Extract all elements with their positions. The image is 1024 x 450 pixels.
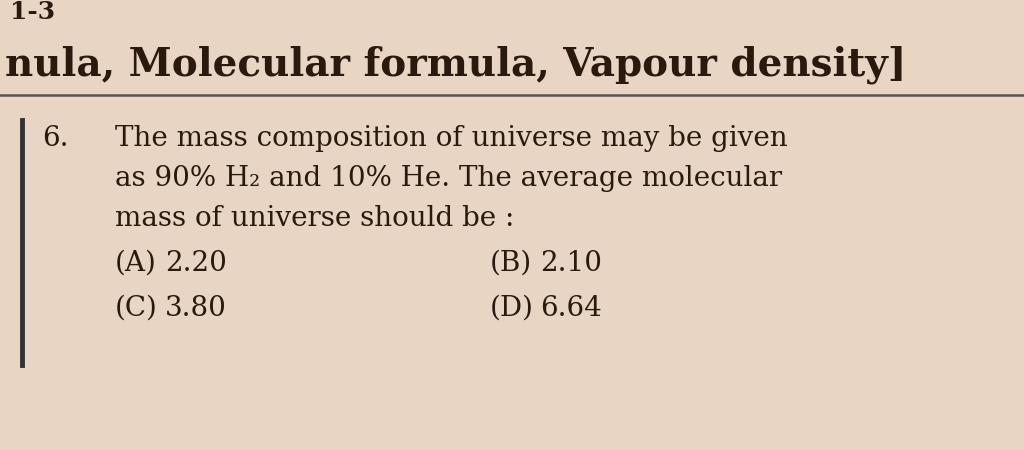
Text: 2.20: 2.20 [165,250,227,277]
Text: (B): (B) [490,250,532,277]
Text: 6.64: 6.64 [540,295,602,322]
Text: The mass composition of universe may be given: The mass composition of universe may be … [115,125,787,152]
Text: (D): (D) [490,295,534,322]
Text: 6.: 6. [42,125,69,152]
Text: as 90% H₂ and 10% He. The average molecular: as 90% H₂ and 10% He. The average molecu… [115,165,782,192]
Text: nula, Molecular formula, Vapour density]: nula, Molecular formula, Vapour density] [5,45,906,84]
Text: 2.10: 2.10 [540,250,602,277]
Text: (A): (A) [115,250,157,277]
Text: 1-3: 1-3 [10,0,55,24]
Text: (C): (C) [115,295,158,322]
Text: 3.80: 3.80 [165,295,227,322]
Text: mass of universe should be :: mass of universe should be : [115,205,514,232]
